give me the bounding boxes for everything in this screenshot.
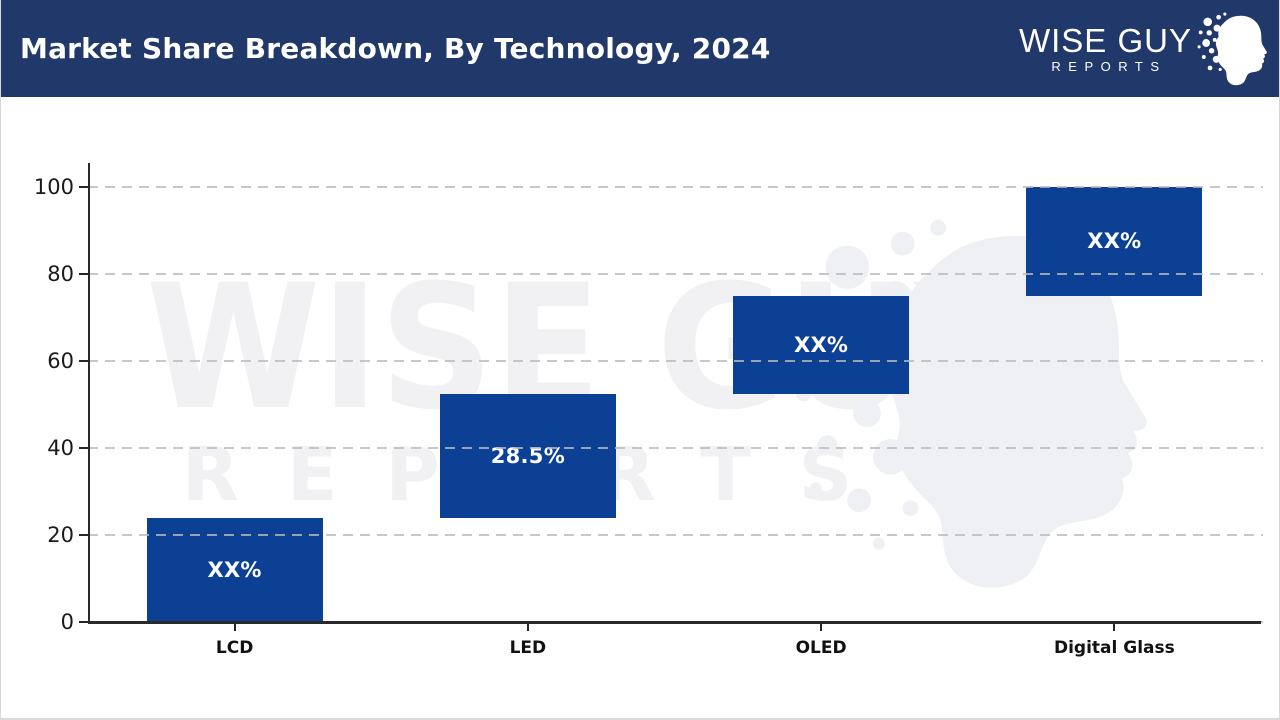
y-tick-label: 80 [47, 262, 74, 286]
x-axis-spine [88, 621, 1261, 624]
gridline-y-100 [88, 186, 1263, 188]
x-tick-mark [1113, 624, 1116, 631]
y-tick-mark [79, 621, 88, 623]
logo-line2: REPORTS [1051, 58, 1167, 74]
bar-led: 28.5% [439, 393, 616, 518]
bar-value-label: XX% [1087, 229, 1142, 254]
wiseguy-head-icon [1197, 12, 1267, 85]
y-tick-label: 60 [47, 349, 74, 373]
logo-line1: WISE GUY [1018, 21, 1192, 59]
y-tick-mark [79, 186, 88, 188]
x-tick-mark [820, 624, 823, 631]
y-axis-spine [88, 163, 90, 623]
y-tick-label: 20 [47, 523, 74, 547]
y-tick-label: 0 [60, 610, 74, 634]
x-tick-mark [233, 624, 236, 631]
x-category-label: LCD [215, 638, 254, 658]
bar-oled: XX% [733, 295, 910, 394]
gridline-y-20 [88, 534, 1263, 536]
x-category-label: OLED [795, 638, 847, 658]
gridline-y-40 [88, 447, 1263, 449]
chart-title: Market Share Breakdown, By Technology, 2… [20, 32, 771, 65]
gridline-y-60 [88, 360, 1263, 362]
gridline-y-80 [88, 273, 1263, 275]
y-tick-mark [79, 447, 88, 449]
bar-value-label: XX% [207, 557, 262, 582]
x-category-label: LED [509, 638, 547, 658]
y-tick-label: 100 [33, 175, 74, 199]
y-tick-mark [79, 534, 88, 536]
y-tick-mark [79, 273, 88, 275]
header-band: Market Share Breakdown, By Technology, 2… [0, 0, 1280, 97]
x-category-label: Digital Glass [1053, 638, 1175, 658]
bar-value-label: XX% [793, 332, 849, 357]
x-tick-mark [526, 624, 529, 631]
y-tick-mark [79, 360, 88, 362]
wiseguy-logo-text: WISE GUY REPORTS [1018, 21, 1192, 75]
wiseguy-logo: WISE GUY REPORTS [1019, 0, 1274, 97]
bar-digital-glass: XX% [1026, 187, 1203, 296]
y-tick-label: 40 [47, 436, 74, 460]
